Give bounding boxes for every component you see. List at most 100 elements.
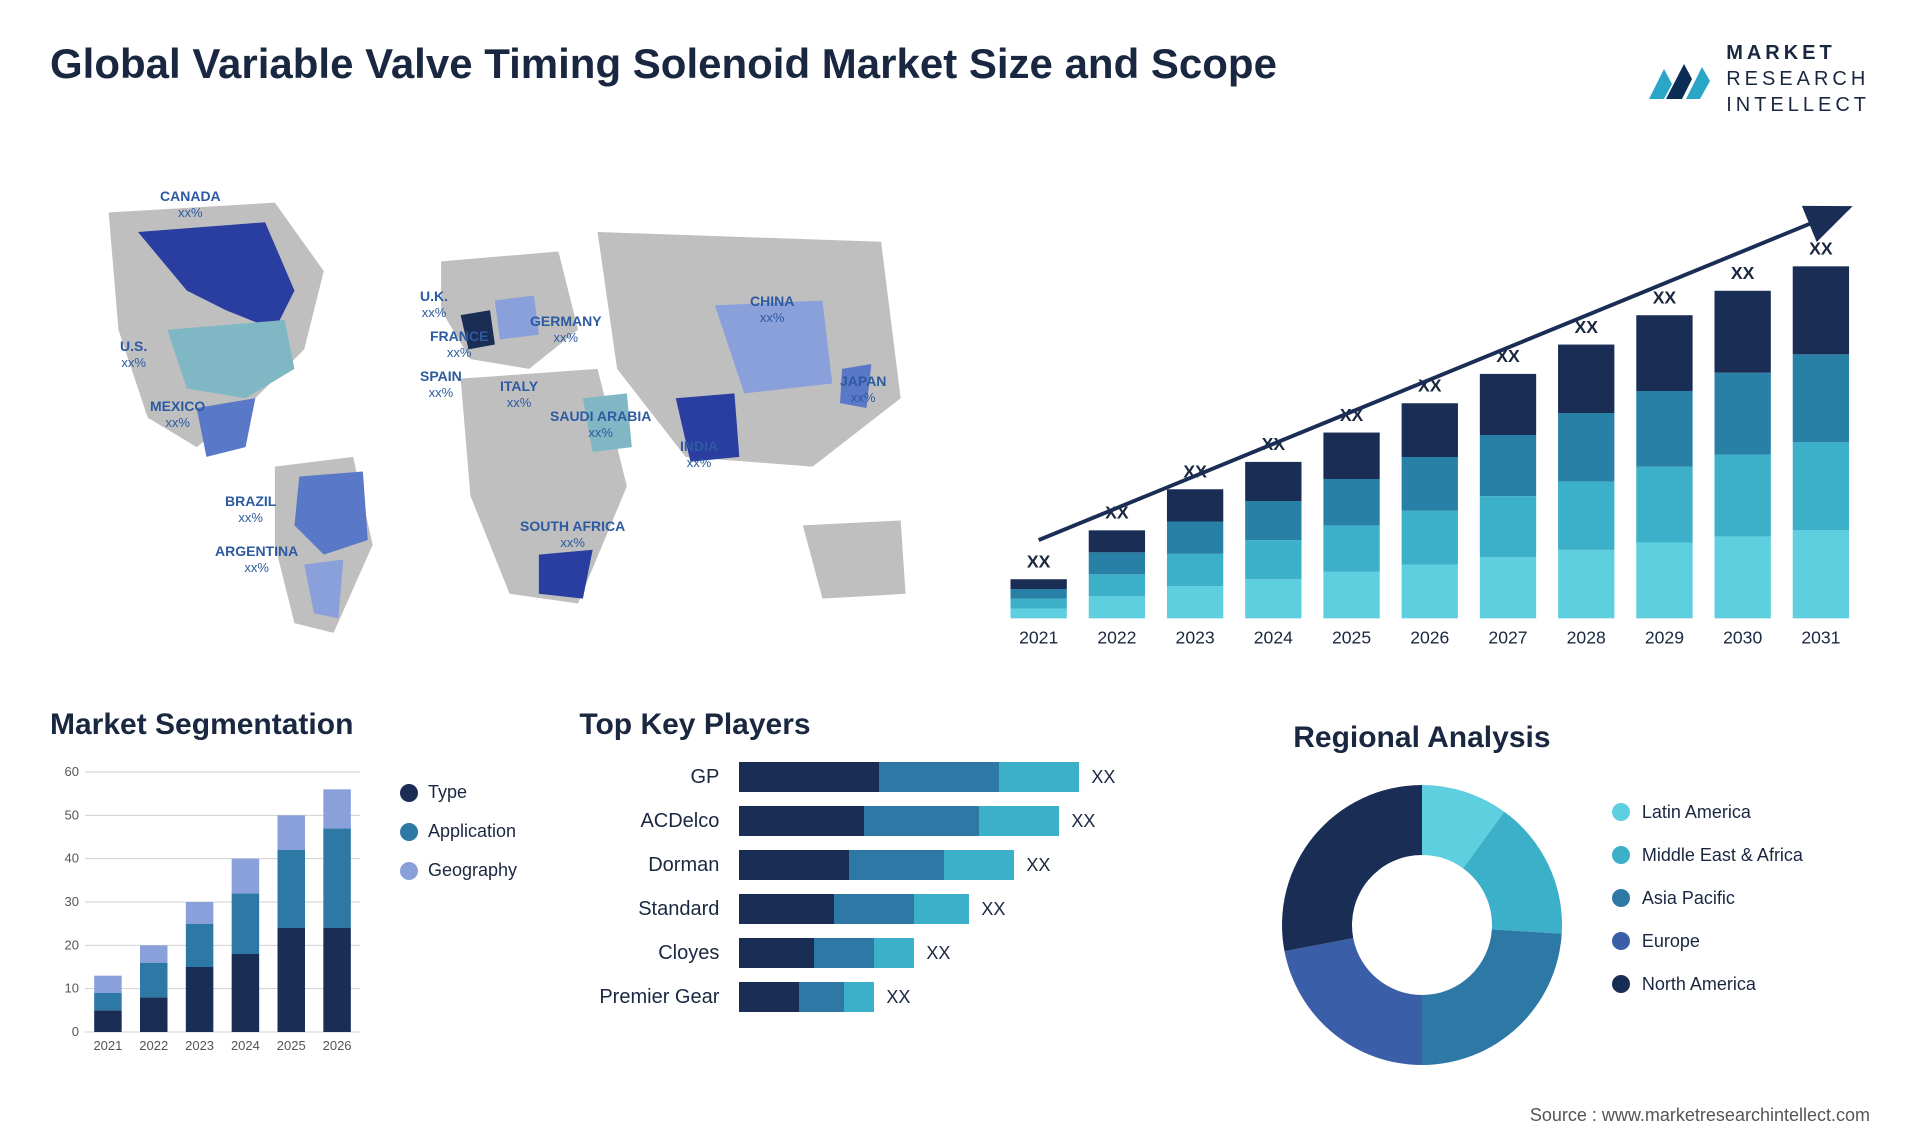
- player-bar-segment: [739, 894, 834, 924]
- swatch: [1612, 932, 1630, 950]
- svg-text:0: 0: [72, 1024, 79, 1039]
- svg-text:60: 60: [65, 764, 79, 779]
- segmentation-legend: Type Application Geography: [400, 762, 517, 1062]
- map-label-italy: ITALYxx%: [500, 378, 538, 410]
- player-bar-segment: [849, 850, 944, 880]
- player-bar: [739, 982, 874, 1012]
- player-value: XX: [886, 987, 910, 1008]
- header: Global Variable Valve Timing Solenoid Ma…: [50, 40, 1870, 118]
- legend-label: Asia Pacific: [1642, 888, 1735, 909]
- legend-label: Geography: [428, 860, 517, 881]
- swatch: [1612, 975, 1630, 993]
- player-label: GP: [579, 766, 719, 789]
- logo-mark: [1644, 49, 1714, 109]
- seg-legend-geography: Geography: [400, 860, 517, 881]
- svg-text:2025: 2025: [277, 1038, 306, 1053]
- source-text: Source : www.marketresearchintellect.com: [1530, 1105, 1870, 1126]
- swatch: [1612, 889, 1630, 907]
- svg-text:2026: 2026: [1410, 628, 1449, 648]
- player-bar-segment: [844, 982, 874, 1012]
- player-bar-row: XX: [739, 938, 1232, 968]
- map-label-india: INDIAxx%: [680, 438, 718, 470]
- svg-text:XX: XX: [1731, 263, 1755, 283]
- svg-text:2024: 2024: [1254, 628, 1293, 648]
- map-label-brazil: BRAZILxx%: [225, 493, 276, 525]
- svg-text:10: 10: [65, 981, 79, 996]
- map-label-u-s-: U.S.xx%: [120, 338, 147, 370]
- regional-donut: [1272, 775, 1572, 1075]
- player-bar-segment: [944, 850, 1014, 880]
- map-label-canada: CANADAxx%: [160, 188, 221, 220]
- bottom-row: Market Segmentation 0 10 20 30 40 50 60 2021 202…: [50, 708, 1870, 1088]
- map-us: [167, 320, 294, 398]
- world-map-panel: CANADAxx%U.S.xx%MEXICOxx%BRAZILxx%ARGENT…: [50, 148, 930, 668]
- region-legend-item: Europe: [1612, 931, 1870, 952]
- svg-text:2026: 2026: [323, 1038, 352, 1053]
- player-bar-segment: [799, 982, 844, 1012]
- svg-text:20: 20: [65, 937, 79, 952]
- regional-panel: Regional Analysis Latin AmericaMiddle Ea…: [1272, 708, 1870, 1088]
- segmentation-panel: Market Segmentation 0 10 20 30 40 50 60 2021 202…: [50, 708, 539, 1088]
- svg-text:40: 40: [65, 851, 79, 866]
- svg-text:2024: 2024: [231, 1038, 260, 1053]
- player-value: XX: [1026, 855, 1050, 876]
- seg-legend-type: Type: [400, 782, 517, 803]
- svg-text:50: 50: [65, 807, 79, 822]
- donut-slice-asia-pacific: [1422, 929, 1562, 1065]
- svg-text:2023: 2023: [185, 1038, 214, 1053]
- legend-label: North America: [1642, 974, 1756, 995]
- swatch: [400, 784, 418, 802]
- player-bar-segment: [834, 894, 914, 924]
- map-label-mexico: MEXICOxx%: [150, 398, 205, 430]
- logo-text: MARKET RESEARCH INTELLECT: [1726, 40, 1870, 118]
- logo-line3: INTELLECT: [1726, 92, 1870, 118]
- svg-text:2025: 2025: [1332, 628, 1371, 648]
- player-label: Dorman: [579, 854, 719, 877]
- player-bar-row: XX: [739, 762, 1232, 792]
- legend-label: Type: [428, 782, 467, 803]
- svg-text:2030: 2030: [1723, 628, 1762, 648]
- swatch: [400, 862, 418, 880]
- svg-text:2021: 2021: [93, 1038, 122, 1053]
- player-bar: [739, 894, 969, 924]
- svg-text:2022: 2022: [1097, 628, 1136, 648]
- player-bar-row: XX: [739, 894, 1232, 924]
- regional-legend: Latin AmericaMiddle East & AfricaAsia Pa…: [1612, 802, 1870, 995]
- player-bar-row: XX: [739, 850, 1232, 880]
- map-south-africa: [539, 550, 593, 599]
- player-bar-segment: [814, 938, 874, 968]
- player-bar-segment: [739, 938, 814, 968]
- player-value: XX: [1071, 811, 1095, 832]
- svg-text:2028: 2028: [1567, 628, 1606, 648]
- segmentation-title: Market Segmentation: [50, 708, 539, 742]
- player-label: Premier Gear: [579, 986, 719, 1009]
- legend-label: Application: [428, 821, 516, 842]
- legend-label: Latin America: [1642, 802, 1751, 823]
- logo-line2: RESEARCH: [1726, 66, 1870, 92]
- svg-text:30: 30: [65, 894, 79, 909]
- growth-chart-panel: XXXXXXXXXXXXXXXXXXXXXX 20212022202320242…: [970, 148, 1870, 668]
- player-bar-segment: [739, 762, 879, 792]
- player-bar-segment: [864, 806, 979, 836]
- swatch: [400, 823, 418, 841]
- player-bar-segment: [999, 762, 1079, 792]
- logo: MARKET RESEARCH INTELLECT: [1644, 40, 1870, 118]
- player-value: XX: [926, 943, 950, 964]
- svg-text:2031: 2031: [1801, 628, 1840, 648]
- map-mexico: [197, 398, 256, 457]
- player-label: Cloyes: [579, 942, 719, 965]
- player-bar: [739, 762, 1079, 792]
- map-label-japan: JAPANxx%: [840, 373, 886, 405]
- player-value: XX: [981, 899, 1005, 920]
- seg-legend-application: Application: [400, 821, 517, 842]
- region-legend-item: Latin America: [1612, 802, 1870, 823]
- svg-text:2022: 2022: [139, 1038, 168, 1053]
- map-label-china: CHINAxx%: [750, 293, 794, 325]
- player-bar: [739, 806, 1059, 836]
- region-legend-item: North America: [1612, 974, 1870, 995]
- svg-text:XX: XX: [1027, 551, 1051, 571]
- player-bar: [739, 938, 914, 968]
- player-bar-row: XX: [739, 806, 1232, 836]
- map-label-saudi-arabia: SAUDI ARABIAxx%: [550, 408, 651, 440]
- players-bars: XX XX XX XX XX XX: [739, 762, 1232, 1012]
